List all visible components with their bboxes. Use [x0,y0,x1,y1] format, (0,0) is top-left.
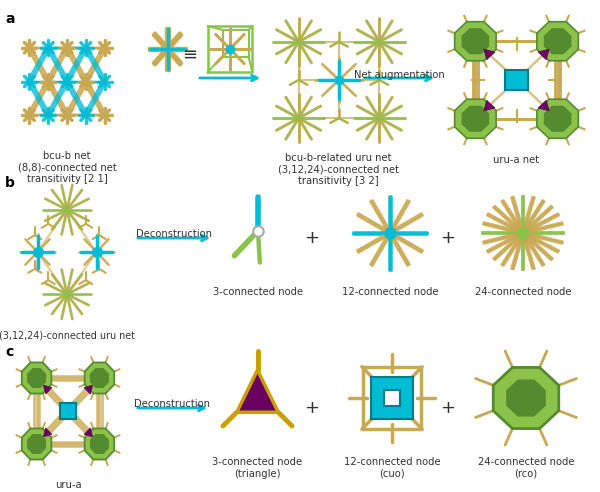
Text: uru-a: uru-a [55,480,82,490]
Text: 24-connected node: 24-connected node [475,287,571,297]
Polygon shape [43,385,52,394]
Polygon shape [60,402,76,420]
Polygon shape [22,363,52,394]
Polygon shape [538,49,549,60]
Text: Deconstruction: Deconstruction [136,229,212,239]
Text: Deconstruction: Deconstruction [134,399,210,409]
Polygon shape [237,370,278,412]
Polygon shape [28,434,46,454]
Polygon shape [84,428,92,437]
Polygon shape [484,49,495,60]
Polygon shape [462,106,488,131]
Text: a: a [5,12,14,26]
Polygon shape [455,99,496,138]
Text: bcu-b net
(8,8)-connected net
transitivity [2 1]: bcu-b net (8,8)-connected net transitivi… [17,151,116,184]
Text: 24-connected node
(rco): 24-connected node (rco) [478,457,574,479]
Text: uru-a net: uru-a net [493,155,539,165]
Polygon shape [538,100,549,111]
Text: +: + [305,229,320,247]
Polygon shape [84,385,92,394]
Text: 12-connected node
(cuo): 12-connected node (cuo) [344,457,440,479]
Polygon shape [91,369,109,387]
Text: c: c [5,345,13,359]
Polygon shape [462,29,488,54]
Text: +: + [305,399,320,417]
Polygon shape [544,29,571,54]
Polygon shape [493,368,559,429]
Text: 3-connected node
(triangle): 3-connected node (triangle) [212,457,302,479]
Polygon shape [85,363,114,394]
Text: Net augmentation: Net augmentation [353,70,445,80]
Text: b: b [5,176,15,190]
Polygon shape [537,99,578,138]
Polygon shape [43,428,52,437]
Polygon shape [85,429,114,460]
Text: +: + [440,399,455,417]
Polygon shape [484,100,495,111]
Polygon shape [28,369,46,387]
Text: ≡: ≡ [182,46,197,64]
Polygon shape [91,434,109,454]
Polygon shape [537,22,578,61]
Polygon shape [455,22,496,61]
Polygon shape [371,376,413,419]
Text: 3-connected node: 3-connected node [213,287,303,297]
Polygon shape [505,69,527,91]
Text: 12-connected node: 12-connected node [341,287,439,297]
Polygon shape [507,380,545,416]
Text: bcu-b-related uru net
(3,12,24)-connected net
transitivity [3 2]: bcu-b-related uru net (3,12,24)-connecte… [277,153,398,186]
Text: (3,12,24)-connected uru net: (3,12,24)-connected uru net [0,330,135,340]
Text: +: + [440,229,455,247]
Polygon shape [384,390,400,406]
Polygon shape [544,106,571,131]
Polygon shape [22,429,52,460]
